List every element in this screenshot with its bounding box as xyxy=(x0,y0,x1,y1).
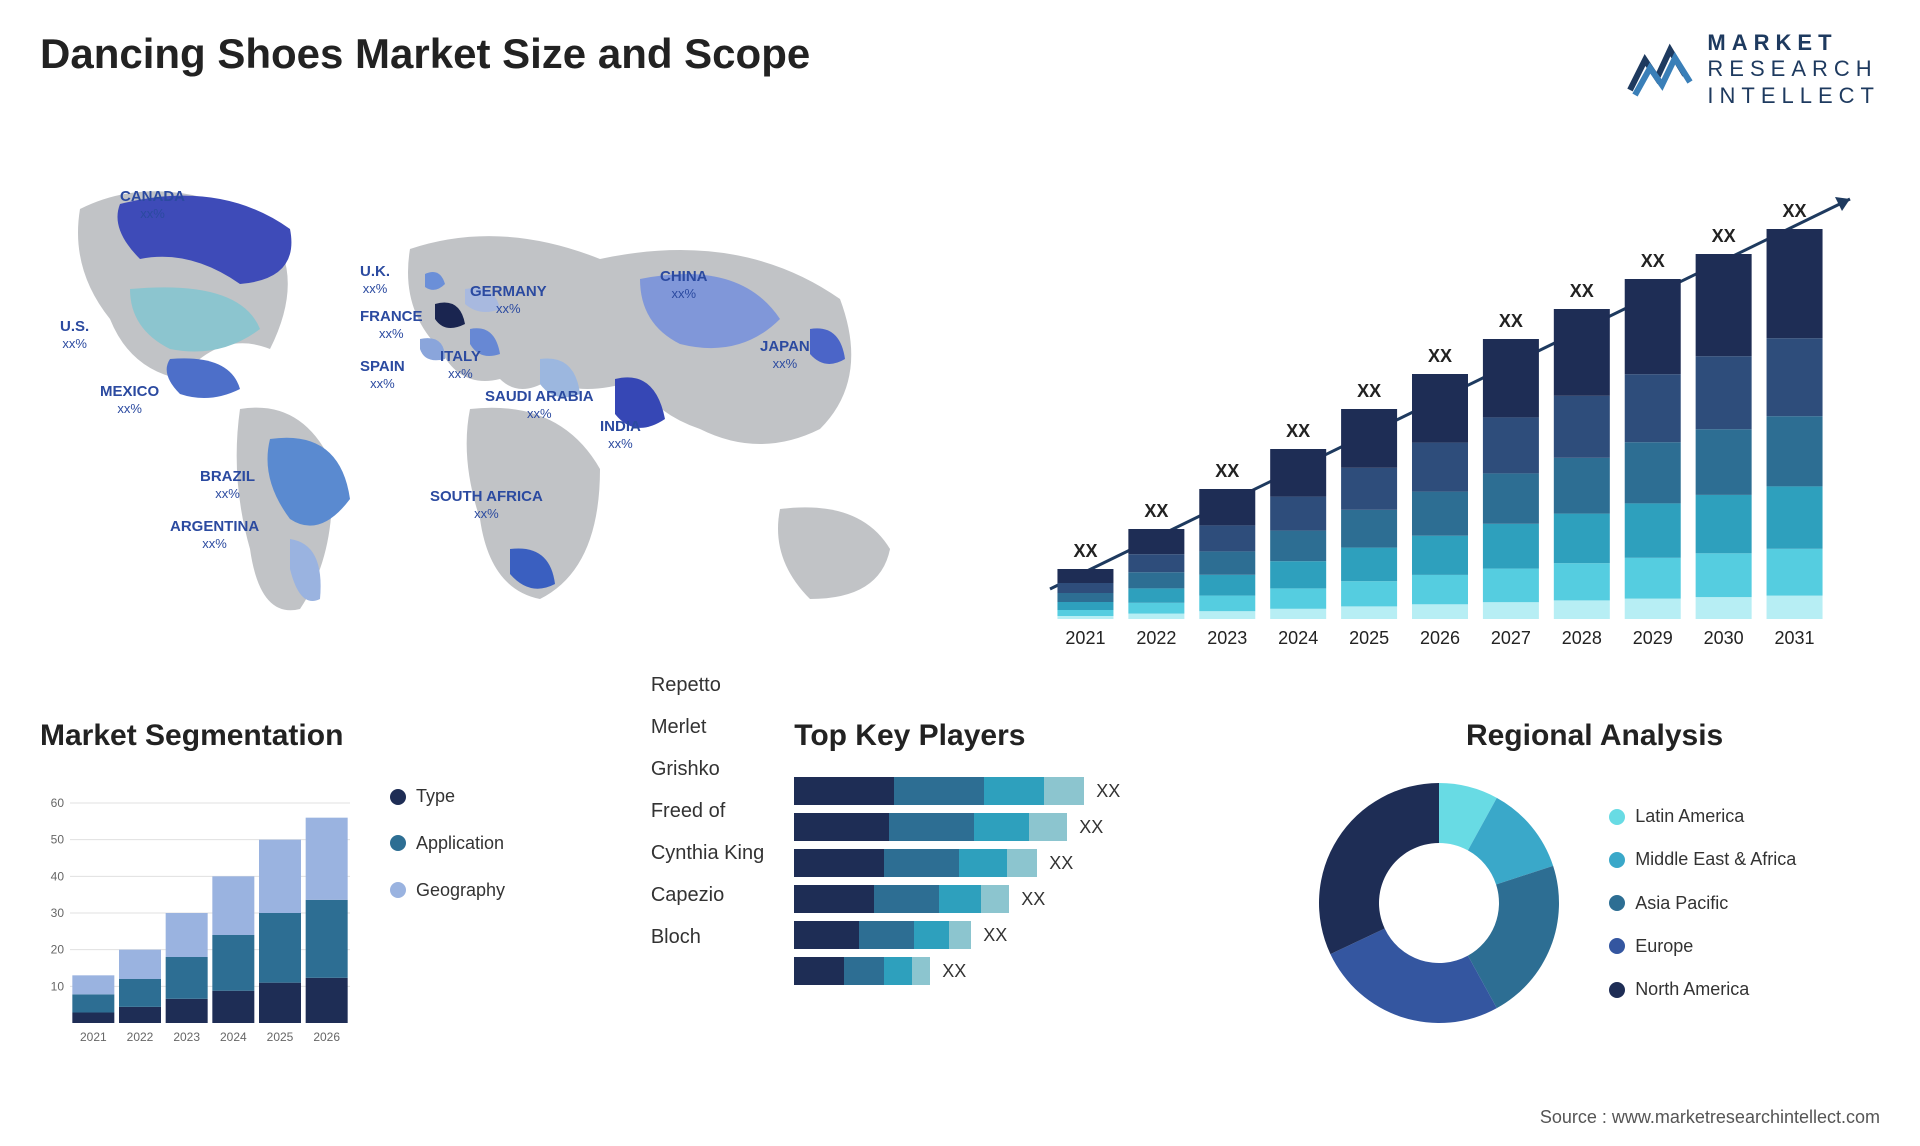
svg-text:2026: 2026 xyxy=(313,1030,340,1044)
svg-text:2022: 2022 xyxy=(127,1030,154,1044)
svg-text:XX: XX xyxy=(1215,461,1239,481)
source-text: Source : www.marketresearchintellect.com xyxy=(1540,1107,1880,1128)
svg-text:50: 50 xyxy=(51,833,65,847)
svg-text:60: 60 xyxy=(51,796,65,810)
svg-text:XX: XX xyxy=(1783,201,1807,221)
regional-legend: Latin AmericaMiddle East & AfricaAsia Pa… xyxy=(1609,795,1796,1011)
svg-text:2024: 2024 xyxy=(220,1030,247,1044)
player-bar-row: XX xyxy=(794,845,1269,881)
legend-item: Application xyxy=(390,820,505,867)
map-label: U.S.xx% xyxy=(60,319,89,352)
svg-text:XX: XX xyxy=(1499,311,1523,331)
svg-text:2028: 2028 xyxy=(1562,628,1602,648)
logo-line2: RESEARCH xyxy=(1707,56,1880,82)
world-map: CANADAxx% U.S.xx% MEXICOxx% BRAZILxx% ARGENT… xyxy=(40,149,940,669)
svg-text:XX: XX xyxy=(1641,251,1665,271)
svg-text:2023: 2023 xyxy=(1207,628,1247,648)
svg-text:20: 20 xyxy=(51,943,65,957)
regional-donut xyxy=(1309,773,1569,1033)
map-label: JAPANxx% xyxy=(760,339,810,372)
legend-item: North America xyxy=(1609,968,1796,1011)
svg-text:30: 30 xyxy=(51,906,65,920)
player-bars-chart: XXXXXXXXXXXX xyxy=(794,773,1269,989)
player-list: RepettoMerletGrishkoFreed ofCynthia King… xyxy=(651,664,764,1053)
svg-text:XX: XX xyxy=(1144,501,1168,521)
player-list-item: Capezio xyxy=(651,874,764,916)
svg-text:XX: XX xyxy=(1712,226,1736,246)
segmentation-legend: TypeApplicationGeography xyxy=(390,773,505,1053)
logo: MARKET RESEARCH INTELLECT xyxy=(1625,30,1880,109)
map-label: FRANCExx% xyxy=(360,309,423,342)
map-label: ITALYxx% xyxy=(440,349,481,382)
svg-text:2024: 2024 xyxy=(1278,628,1318,648)
player-list-item: Cynthia King xyxy=(651,832,764,874)
segmentation-chart: 10 20 30 40 50 60 2021 2022 2023 2024 2025 2026 xyxy=(40,773,360,1053)
map-label: GERMANYxx% xyxy=(470,284,547,317)
player-bar-row: XX xyxy=(794,881,1269,917)
keyplayers-title: Top Key Players xyxy=(794,719,1269,753)
legend-item: Geography xyxy=(390,867,505,914)
svg-text:2030: 2030 xyxy=(1704,628,1744,648)
svg-text:XX: XX xyxy=(1428,346,1452,366)
map-label: CANADAxx% xyxy=(120,189,185,222)
map-label: SOUTH AFRICAxx% xyxy=(430,489,543,522)
player-list-item: Merlet xyxy=(651,706,764,748)
player-bar-row: XX xyxy=(794,809,1269,845)
player-bar-row: XX xyxy=(794,917,1269,953)
segmentation-title: Market Segmentation xyxy=(40,719,611,753)
legend-item: Middle East & Africa xyxy=(1609,838,1796,881)
logo-line3: INTELLECT xyxy=(1707,83,1880,109)
svg-text:XX: XX xyxy=(1286,421,1310,441)
logo-icon xyxy=(1625,40,1695,100)
main-bar-chart: XX 2021 XX 2022 XX 2023 XX 2024 XX 2025 XX 2026 XX 20… xyxy=(1000,149,1880,669)
map-label: MEXICOxx% xyxy=(100,384,159,417)
page-title: Dancing Shoes Market Size and Scope xyxy=(40,30,810,78)
svg-text:2025: 2025 xyxy=(267,1030,294,1044)
map-label: SAUDI ARABIAxx% xyxy=(485,389,594,422)
svg-text:2027: 2027 xyxy=(1491,628,1531,648)
player-bar-row: XX xyxy=(794,953,1269,989)
map-label: U.K.xx% xyxy=(360,264,390,297)
svg-text:2025: 2025 xyxy=(1349,628,1389,648)
legend-item: Asia Pacific xyxy=(1609,882,1796,925)
map-label: SPAINxx% xyxy=(360,359,405,392)
svg-text:2023: 2023 xyxy=(173,1030,200,1044)
player-list-item: Bloch xyxy=(651,916,764,958)
regional-title: Regional Analysis xyxy=(1309,719,1880,753)
legend-item: Europe xyxy=(1609,925,1796,968)
map-label: CHINAxx% xyxy=(660,269,708,302)
svg-text:XX: XX xyxy=(1357,381,1381,401)
svg-text:XX: XX xyxy=(1073,541,1097,561)
map-label: INDIAxx% xyxy=(600,419,641,452)
svg-text:XX: XX xyxy=(1570,281,1594,301)
player-list-item: Grishko xyxy=(651,748,764,790)
player-bar-row: XX xyxy=(794,773,1269,809)
legend-item: Type xyxy=(390,773,505,820)
svg-text:2021: 2021 xyxy=(1065,628,1105,648)
map-label: BRAZILxx% xyxy=(200,469,255,502)
map-label: ARGENTINAxx% xyxy=(170,519,259,552)
svg-text:10: 10 xyxy=(51,980,65,994)
svg-text:40: 40 xyxy=(51,870,65,884)
svg-text:2021: 2021 xyxy=(80,1030,107,1044)
svg-text:2026: 2026 xyxy=(1420,628,1460,648)
legend-item: Latin America xyxy=(1609,795,1796,838)
svg-text:2022: 2022 xyxy=(1136,628,1176,648)
svg-text:2029: 2029 xyxy=(1633,628,1673,648)
logo-line1: MARKET xyxy=(1707,30,1880,56)
player-list-item: Freed of xyxy=(651,790,764,832)
svg-text:2031: 2031 xyxy=(1775,628,1815,648)
